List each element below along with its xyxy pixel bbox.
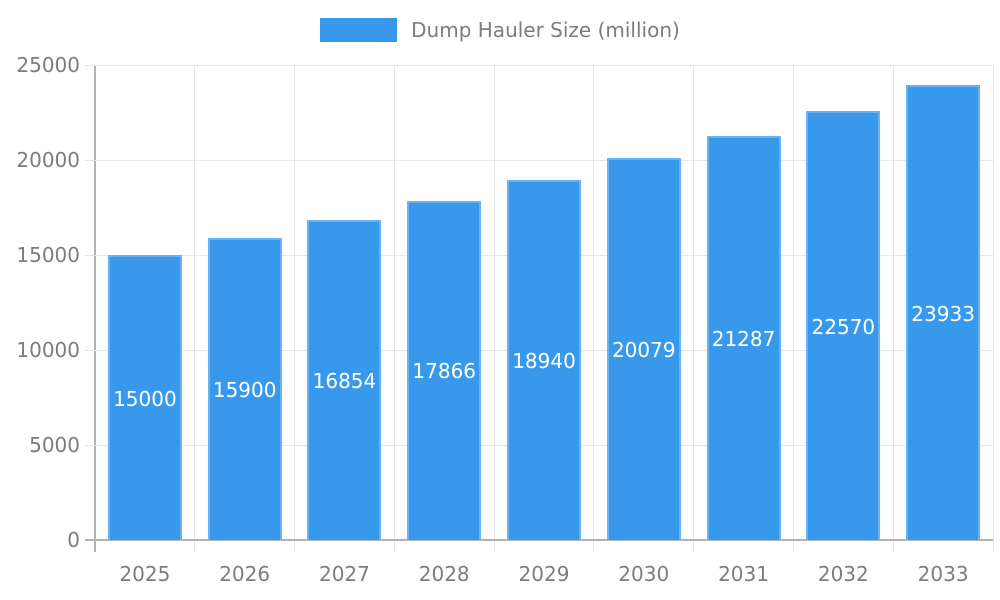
chart-legend[interactable]: Dump Hauler Size (million): [0, 18, 1000, 42]
bar-value-label: 20079: [611, 338, 676, 363]
x-axis-line: [85, 539, 993, 541]
bar-value-label: 17866: [412, 359, 477, 384]
x-axis-tick-label: 2030: [618, 562, 670, 586]
x-axis-tick-label: 2033: [917, 562, 969, 586]
bar-2026[interactable]: 15900: [207, 237, 282, 540]
y-axis-tick-label: 25000: [16, 53, 80, 77]
y-axis-tick-label: 5000: [29, 433, 80, 457]
bar-value-label: 22570: [811, 314, 876, 339]
vertical-gridline: [892, 65, 894, 552]
x-axis-tick-label: 2032: [817, 562, 869, 586]
bar-2029[interactable]: 18940: [507, 180, 581, 540]
legend-label: Dump Hauler Size (million): [411, 18, 680, 42]
bar-value-label: 21287: [711, 326, 776, 351]
x-axis-tick-label: 2029: [518, 562, 570, 586]
vertical-gridline: [294, 65, 296, 552]
bar-value-label: 16854: [312, 368, 377, 393]
x-axis-tick-label: 2027: [318, 562, 370, 586]
y-axis-tick-label: 15000: [16, 243, 80, 267]
bar-value-label: 15900: [212, 377, 277, 402]
y-axis-line: [94, 65, 96, 552]
y-axis-tick-label: 10000: [16, 338, 80, 362]
x-axis-tick-label: 2028: [418, 562, 470, 586]
bar-value-label: 15000: [113, 386, 177, 411]
horizontal-gridline: [85, 64, 993, 66]
bar-2028[interactable]: 17866: [407, 200, 482, 540]
bar-2031[interactable]: 21287: [706, 135, 781, 540]
x-axis-tick-label: 2026: [219, 562, 271, 586]
plot-area: 0 5000 10000 15000 20000 25000 15000 2025 15900 2…: [16, 53, 994, 586]
vertical-gridline: [194, 65, 196, 552]
y-axis-tick-label: 20000: [16, 148, 80, 172]
bar-2030[interactable]: 20079: [606, 158, 681, 540]
y-axis-tick-label: 0: [67, 528, 80, 552]
vertical-gridline: [393, 65, 395, 552]
bar-2025[interactable]: 15000: [107, 255, 182, 540]
legend-swatch-icon: [320, 18, 398, 42]
bar-2033[interactable]: 23933: [906, 85, 981, 540]
x-axis-tick-label: 2025: [119, 562, 171, 586]
vertical-gridline: [992, 65, 994, 552]
bar-2027[interactable]: 16854: [307, 219, 382, 540]
bar-2032[interactable]: 22570: [806, 111, 881, 540]
bar-value-label: 18940: [512, 349, 576, 374]
x-axis-tick-label: 2031: [718, 562, 769, 586]
bar-value-label: 23933: [911, 301, 975, 326]
vertical-gridline: [792, 65, 794, 552]
vertical-gridline: [693, 65, 695, 552]
vertical-gridline: [493, 65, 495, 552]
horizontal-gridline: [85, 159, 993, 161]
vertical-gridline: [593, 65, 595, 552]
